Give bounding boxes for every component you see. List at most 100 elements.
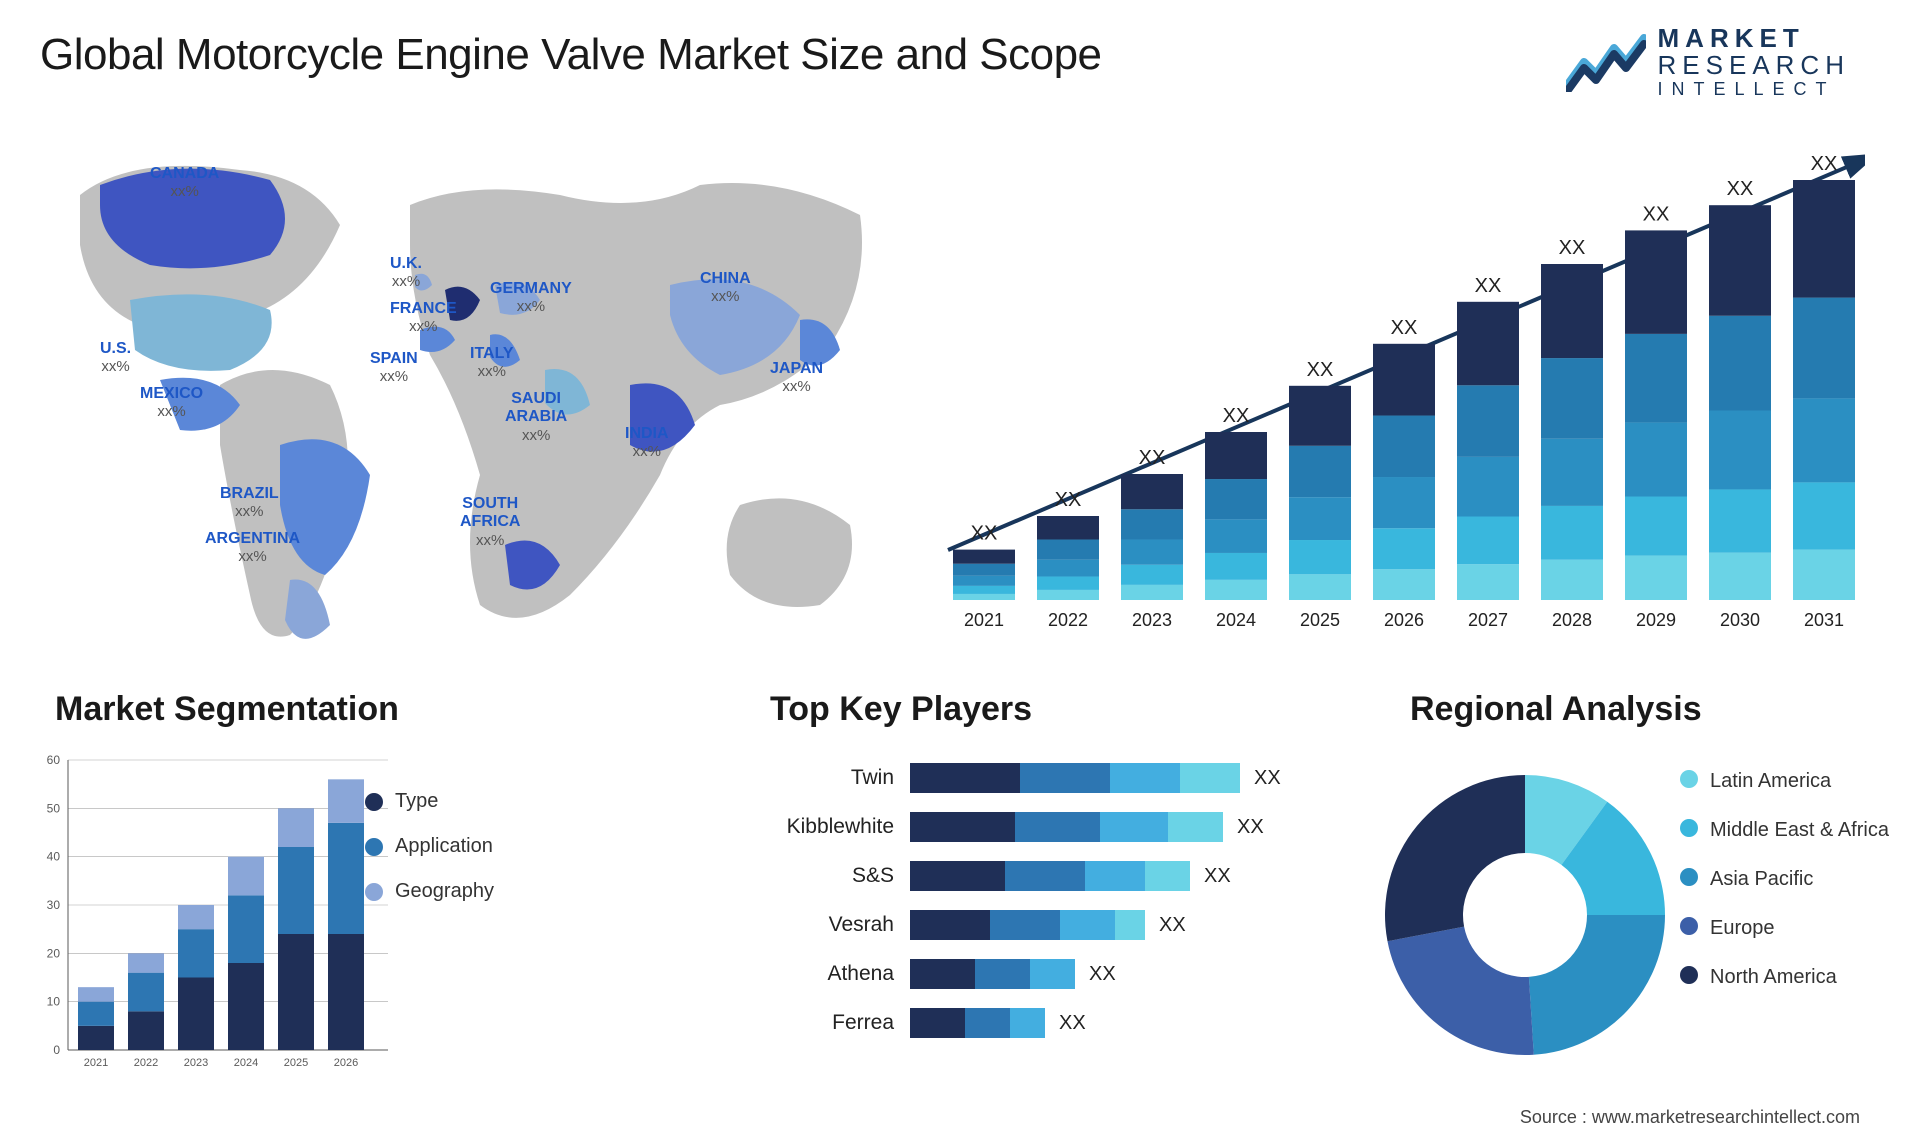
segmentation-heading: Market Segmentation <box>55 690 399 729</box>
legend-item: Middle East & Africa <box>1680 819 1900 842</box>
player-bar <box>910 910 1145 940</box>
player-bar-segment <box>1100 812 1168 842</box>
player-value: XX <box>1254 767 1281 790</box>
player-row: Athena XX <box>760 956 1320 992</box>
svg-text:2030: 2030 <box>1720 610 1760 630</box>
player-bar <box>910 812 1223 842</box>
regional-heading: Regional Analysis <box>1410 690 1702 729</box>
player-name: Athena <box>760 962 910 986</box>
brand-logo: MARKET RESEARCH INTELLECT <box>1566 25 1850 98</box>
player-value: XX <box>1059 1012 1086 1035</box>
svg-text:20: 20 <box>47 946 61 960</box>
regional-donut-chart <box>1360 750 1690 1080</box>
player-value: XX <box>1204 865 1231 888</box>
player-bar-segment <box>1180 763 1240 793</box>
svg-text:2025: 2025 <box>284 1057 308 1069</box>
svg-text:XX: XX <box>1643 203 1670 225</box>
svg-text:XX: XX <box>1055 489 1082 511</box>
growth-bar-chart: XX2021XX2022XX2023XX2024XX2025XX2026XX20… <box>935 140 1865 660</box>
svg-text:XX: XX <box>1307 359 1334 381</box>
svg-text:XX: XX <box>1223 405 1250 427</box>
player-bar-segment <box>990 910 1060 940</box>
player-bar-segment <box>1060 910 1115 940</box>
svg-text:2029: 2029 <box>1636 610 1676 630</box>
player-bar-segment <box>1010 1008 1045 1038</box>
player-bar-segment <box>910 910 990 940</box>
player-name: Twin <box>760 766 910 790</box>
player-bar-segment <box>910 959 975 989</box>
svg-text:2027: 2027 <box>1468 610 1508 630</box>
regional-legend: Latin America Middle East & Africa Asia Pa… <box>1680 770 1900 1015</box>
player-bar-segment <box>1145 861 1190 891</box>
player-row: VesrahXX <box>760 907 1320 943</box>
segmentation-legend: TypeApplicationGeography <box>365 790 555 925</box>
svg-text:XX: XX <box>1727 178 1754 200</box>
player-bar-segment <box>1085 861 1145 891</box>
map-label-brazil: BRAZILxx% <box>220 485 279 521</box>
player-bar <box>910 1008 1045 1038</box>
svg-text:50: 50 <box>47 801 61 815</box>
svg-text:XX: XX <box>971 523 998 545</box>
map-label-spain: SPAINxx% <box>370 350 418 386</box>
player-bar-segment <box>910 861 1005 891</box>
svg-text:10: 10 <box>47 995 61 1009</box>
svg-text:60: 60 <box>47 753 61 767</box>
legend-dot-icon <box>1680 966 1698 984</box>
map-label-uk: U.K.xx% <box>390 255 422 291</box>
map-label-us: U.S.xx% <box>100 340 131 376</box>
player-row: S&S XX <box>760 858 1320 894</box>
legend-label: Europe <box>1710 917 1775 940</box>
player-bar-segment <box>1020 763 1110 793</box>
map-label-japan: JAPANxx% <box>770 360 823 396</box>
svg-text:40: 40 <box>47 850 61 864</box>
svg-text:XX: XX <box>1475 275 1502 297</box>
svg-text:2021: 2021 <box>964 610 1004 630</box>
legend-item: Asia Pacific <box>1680 868 1900 891</box>
player-value: XX <box>1089 963 1116 986</box>
legend-dot-icon <box>365 793 383 811</box>
legend-item: Europe <box>1680 917 1900 940</box>
svg-text:2022: 2022 <box>134 1057 158 1069</box>
players-heading: Top Key Players <box>770 690 1032 729</box>
svg-text:2021: 2021 <box>84 1057 108 1069</box>
player-bar <box>910 763 1240 793</box>
svg-text:XX: XX <box>1391 317 1418 339</box>
player-name: Ferrea <box>760 1011 910 1035</box>
map-label-argentina: ARGENTINAxx% <box>205 530 300 566</box>
map-label-canada: CANADAxx% <box>150 165 219 201</box>
key-players-chart: TwinXXKibblewhiteXXS&SXXVesrahXXAthenaXX… <box>760 760 1320 1054</box>
player-bar <box>910 959 1075 989</box>
legend-dot-icon <box>365 838 383 856</box>
svg-text:2023: 2023 <box>184 1057 208 1069</box>
player-bar-segment <box>1168 812 1223 842</box>
world-map: CANADAxx% U.S.xx% MEXICOxx% BRAZILxx% ARGENT… <box>40 125 890 665</box>
logo-line2: RESEARCH <box>1658 52 1850 79</box>
svg-text:2023: 2023 <box>1132 610 1172 630</box>
player-row: KibblewhiteXX <box>760 809 1320 845</box>
map-label-china: CHINAxx% <box>700 270 751 306</box>
svg-text:30: 30 <box>47 898 61 912</box>
player-bar-segment <box>1015 812 1100 842</box>
svg-text:2026: 2026 <box>1384 610 1424 630</box>
player-bar-segment <box>1110 763 1180 793</box>
legend-dot-icon <box>1680 868 1698 886</box>
map-label-mexico: MEXICOxx% <box>140 385 203 421</box>
svg-text:2024: 2024 <box>1216 610 1256 630</box>
map-label-italy: ITALYxx% <box>470 345 514 381</box>
player-value: XX <box>1159 914 1186 937</box>
player-bar-segment <box>1030 959 1075 989</box>
legend-dot-icon <box>365 883 383 901</box>
legend-label: Type <box>395 790 438 813</box>
map-label-germany: GERMANYxx% <box>490 280 572 316</box>
svg-text:XX: XX <box>1139 447 1166 469</box>
svg-text:XX: XX <box>1559 237 1586 259</box>
legend-item: Latin America <box>1680 770 1900 793</box>
source-credit: Source : www.marketresearchintellect.com <box>1520 1107 1860 1128</box>
legend-label: Middle East & Africa <box>1710 819 1889 842</box>
svg-text:2031: 2031 <box>1804 610 1844 630</box>
player-bar-segment <box>910 812 1015 842</box>
player-bar-segment <box>975 959 1030 989</box>
player-row: Ferrea XX <box>760 1005 1320 1041</box>
player-name: S&S <box>760 864 910 888</box>
player-bar-segment <box>1005 861 1085 891</box>
